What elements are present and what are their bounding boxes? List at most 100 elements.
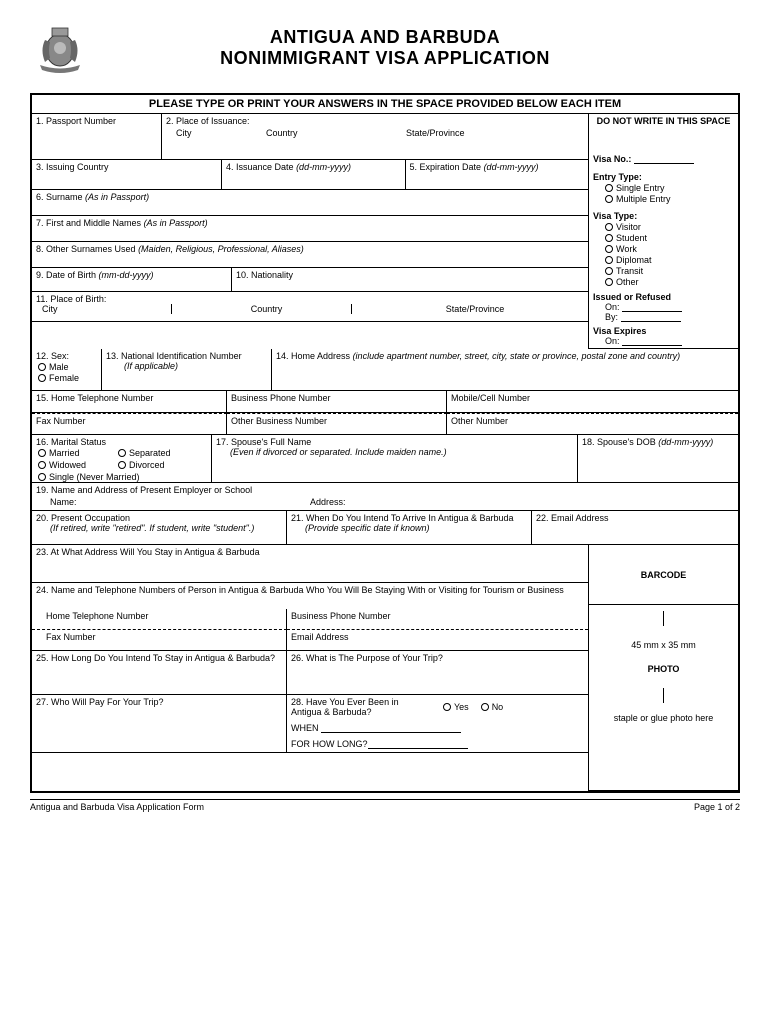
radio-married[interactable]: Married xyxy=(36,448,116,458)
field-spouse-dob[interactable]: 18. Spouse's DOB (dd-mm-yyyy) xyxy=(578,435,738,483)
note: (Even if divorced or separated. Include … xyxy=(216,447,573,457)
field-contact-bus[interactable]: Business Phone Number xyxy=(287,609,588,629)
label: 19. Name and Address of Present Employer… xyxy=(36,485,252,495)
note: (As in Passport) xyxy=(85,192,149,202)
sidebar-issued-refused: Issued or Refused On: By: xyxy=(589,290,738,324)
field-how-long[interactable]: 25. How Long Do You Intend To Stay in An… xyxy=(32,651,287,695)
fmt: (dd-mm-yyyy) xyxy=(658,437,713,447)
sub-addr: Address: xyxy=(310,497,346,507)
field-who-pay[interactable]: 27. Who Will Pay For Your Trip? xyxy=(32,695,287,753)
radio-student[interactable]: Student xyxy=(593,233,734,243)
note: (If applicable) xyxy=(106,361,267,371)
field-home-address[interactable]: 14. Home Address (include apartment numb… xyxy=(272,349,738,391)
field-issuance-date[interactable]: 4. Issuance Date (dd-mm-yyyy) xyxy=(222,160,406,190)
label: 1. Passport Number xyxy=(36,116,116,126)
radio-diplomat[interactable]: Diplomat xyxy=(593,255,734,265)
field-contact-home[interactable]: Home Telephone Number xyxy=(32,609,287,629)
field-contact-person[interactable]: 24. Name and Telephone Numbers of Person… xyxy=(32,583,588,609)
note: (Maiden, Religious, Professional, Aliase… xyxy=(138,244,304,254)
radio-female[interactable]: Female xyxy=(36,373,97,383)
label: 4. Issuance Date xyxy=(226,162,294,172)
label: 21. When Do You Intend To Arrive In Anti… xyxy=(291,513,514,523)
radio-male[interactable]: Male xyxy=(36,362,97,372)
footer-left: Antigua and Barbuda Visa Application For… xyxy=(30,802,204,812)
label: 20. Present Occupation xyxy=(36,513,130,523)
label: 12. Sex: xyxy=(36,351,69,361)
footer-right: Page 1 of 2 xyxy=(694,802,740,812)
radio-no[interactable]: No xyxy=(481,702,504,712)
label: 14. Home Address xyxy=(276,351,350,361)
radio-yes[interactable]: Yes xyxy=(443,702,469,712)
field-email[interactable]: 22. Email Address xyxy=(532,511,738,545)
label: 6. Surname xyxy=(36,192,83,202)
field-issuing-country[interactable]: 3. Issuing Country xyxy=(32,160,222,190)
field-occupation[interactable]: 20. Present Occupation (If retired, writ… xyxy=(32,511,287,545)
radio-visitor[interactable]: Visitor xyxy=(593,222,734,232)
sub-state: State/Province xyxy=(396,128,584,138)
label: 5. Expiration Date xyxy=(410,162,482,172)
field-expiration-date[interactable]: 5. Expiration Date (dd-mm-yyyy) xyxy=(406,160,589,190)
sidebar-entry-type: Entry Type: Single Entry Multiple Entry xyxy=(589,166,738,207)
page-header: ANTIGUA AND BARBUDA NONIMMIGRANT VISA AP… xyxy=(30,20,740,75)
field-place-birth[interactable]: 11. Place of Birth: City Country State/P… xyxy=(32,292,588,322)
field-mobile-phone[interactable]: Mobile/Cell Number xyxy=(447,391,738,413)
fmt: (dd-mm-yyyy) xyxy=(484,162,539,172)
label: 10. Nationality xyxy=(236,270,293,280)
sidebar-visa-no[interactable]: Visa No.: xyxy=(589,146,738,166)
label: 3. Issuing Country xyxy=(36,162,109,172)
field-purpose[interactable]: 26. What is The Purpose of Your Trip? xyxy=(287,651,588,695)
photo-label: PHOTO xyxy=(593,664,734,674)
photo-size: 45 mm x 35 mm xyxy=(593,640,734,650)
field-stay-address[interactable]: 23. At What Address Will You Stay in Ant… xyxy=(32,545,588,583)
field-first-middle[interactable]: 7. First and Middle Names (As in Passpor… xyxy=(32,216,588,242)
radio-single[interactable]: Single (Never Married) xyxy=(36,472,207,482)
field-place-issuance[interactable]: 2. Place of Issuance: City Country State… xyxy=(162,114,588,160)
field-surname[interactable]: 6. Surname (As in Passport) xyxy=(32,190,588,216)
field-arrive-date[interactable]: 21. When Do You Intend To Arrive In Anti… xyxy=(287,511,532,545)
instruction-bar: PLEASE TYPE OR PRINT YOUR ANSWERS IN THE… xyxy=(32,95,738,114)
label: 24. Name and Telephone Numbers of Person… xyxy=(36,585,564,595)
field-dob[interactable]: 9. Date of Birth (mm-dd-yyyy) xyxy=(32,268,232,292)
label: Visa No.: xyxy=(593,154,631,164)
field-other-number[interactable]: Other Number xyxy=(447,413,738,435)
field-other-surnames[interactable]: 8. Other Surnames Used (Maiden, Religiou… xyxy=(32,242,588,268)
photo-note: staple or glue photo here xyxy=(593,713,734,723)
title-line-2: NONIMMIGRANT VISA APPLICATION xyxy=(110,48,660,69)
field-home-phone[interactable]: 15. Home Telephone Number xyxy=(32,391,227,413)
field-contact-email[interactable]: Email Address xyxy=(287,629,588,651)
field-contact-fax[interactable]: Fax Number xyxy=(32,629,287,651)
radio-work[interactable]: Work xyxy=(593,244,734,254)
label: Entry Type: xyxy=(593,172,642,182)
radio-other[interactable]: Other xyxy=(593,277,734,287)
field-nationality[interactable]: 10. Nationality xyxy=(232,268,588,292)
label: Visa Expires xyxy=(593,326,646,336)
label: 9. Date of Birth xyxy=(36,270,96,280)
label: Issued or Refused xyxy=(593,292,671,302)
label: 7. First and Middle Names xyxy=(36,218,141,228)
radio-transit[interactable]: Transit xyxy=(593,266,734,276)
sub-country: Country xyxy=(172,304,352,314)
label: 16. Marital Status xyxy=(36,437,106,447)
field-employer[interactable]: 19. Name and Address of Present Employer… xyxy=(32,483,738,511)
label: 11. Place of Birth: xyxy=(36,294,106,304)
radio-widowed[interactable]: Widowed xyxy=(36,460,116,470)
field-business-phone[interactable]: Business Phone Number xyxy=(227,391,447,413)
radio-separated[interactable]: Separated xyxy=(116,448,171,458)
note: (As in Passport) xyxy=(144,218,208,228)
field-spouse-name[interactable]: 17. Spouse's Full Name (Even if divorced… xyxy=(212,435,578,483)
field-been-before: 28. Have You Ever Been in Antigua & Barb… xyxy=(287,695,588,753)
title-line-1: ANTIGUA AND BARBUDA xyxy=(110,27,660,48)
field-national-id[interactable]: 13. National Identification Number (If a… xyxy=(102,349,272,391)
field-passport-number[interactable]: 1. Passport Number xyxy=(32,114,162,160)
label: 13. National Identification Number xyxy=(106,351,242,361)
radio-single-entry[interactable]: Single Entry xyxy=(593,183,734,193)
field-fax[interactable]: Fax Number xyxy=(32,413,227,435)
note: (Provide specific date if known) xyxy=(291,523,527,533)
field-sex: 12. Sex: Male Female xyxy=(32,349,102,391)
field-other-business[interactable]: Other Business Number xyxy=(227,413,447,435)
title-block: ANTIGUA AND BARBUDA NONIMMIGRANT VISA AP… xyxy=(110,27,660,69)
radio-multiple-entry[interactable]: Multiple Entry xyxy=(593,194,734,204)
form-container: PLEASE TYPE OR PRINT YOUR ANSWERS IN THE… xyxy=(30,93,740,793)
blank-area xyxy=(32,753,588,791)
radio-divorced[interactable]: Divorced xyxy=(116,460,165,470)
